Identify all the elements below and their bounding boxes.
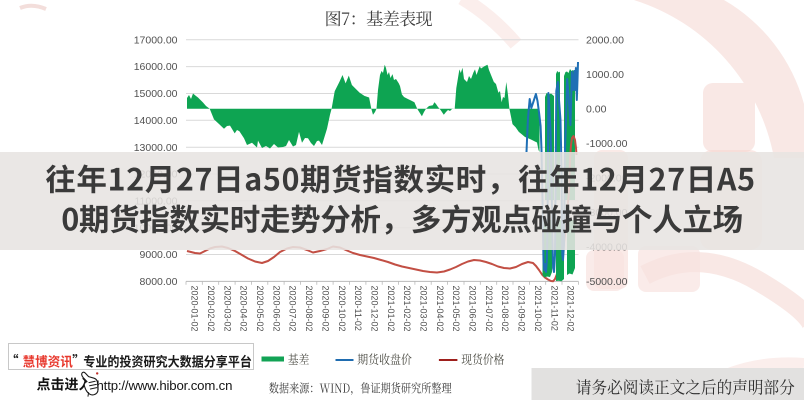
svg-text:2020-11-02: 2020-11-02 [353,286,363,331]
svg-text:2020-04-02: 2020-04-02 [239,286,249,332]
svg-text:2021-01-02: 2021-01-02 [386,286,396,332]
svg-text:2020-08-02: 2020-08-02 [304,286,314,332]
svg-text:2021-05-02: 2021-05-02 [451,286,461,332]
svg-text:2021-03-02: 2021-03-02 [419,286,429,332]
svg-text:2021-09-02: 2021-09-02 [517,286,527,332]
svg-text:2021-08-02: 2021-08-02 [500,286,510,332]
svg-text:2021-07-02: 2021-07-02 [484,286,494,332]
svg-text:9000.00: 9000.00 [140,249,178,261]
svg-text:16000.00: 16000.00 [134,61,178,73]
svg-text:2021-11-02: 2021-11-02 [549,286,559,331]
svg-text:2021-06-02: 2021-06-02 [468,286,478,332]
svg-text:1000.00: 1000.00 [586,69,624,81]
svg-text:2020-03-02: 2020-03-02 [222,286,232,332]
svg-text:-5000.00: -5000.00 [586,276,628,288]
svg-text:2020-12-02: 2020-12-02 [369,286,379,332]
svg-text:-1000.00: -1000.00 [586,138,628,150]
svg-text:2020-07-02: 2020-07-02 [288,286,298,332]
svg-text:2021-02-02: 2021-02-02 [402,286,412,332]
svg-text:17000.00: 17000.00 [134,34,178,46]
svg-text:2020-10-02: 2020-10-02 [337,286,347,332]
svg-text:http://www.hibor.com.cn: http://www.hibor.com.cn [97,378,233,393]
svg-text:15000.00: 15000.00 [134,88,178,100]
svg-text:2000.00: 2000.00 [586,34,624,46]
svg-text:2021-10-02: 2021-10-02 [533,286,543,332]
svg-text:14000.00: 14000.00 [134,115,178,127]
svg-text:2020-09-02: 2020-09-02 [320,286,330,332]
svg-text:2021-04-02: 2021-04-02 [435,286,445,332]
svg-text:8000.00: 8000.00 [140,276,178,288]
svg-text:2020-01-02: 2020-01-02 [190,286,200,332]
svg-text:2020-02-02: 2020-02-02 [206,286,216,332]
svg-text:0.00: 0.00 [586,103,607,115]
svg-text:2021-12-02: 2021-12-02 [566,286,576,332]
svg-text:2020-05-02: 2020-05-02 [255,286,265,332]
svg-text:2020-06-02: 2020-06-02 [271,286,281,332]
